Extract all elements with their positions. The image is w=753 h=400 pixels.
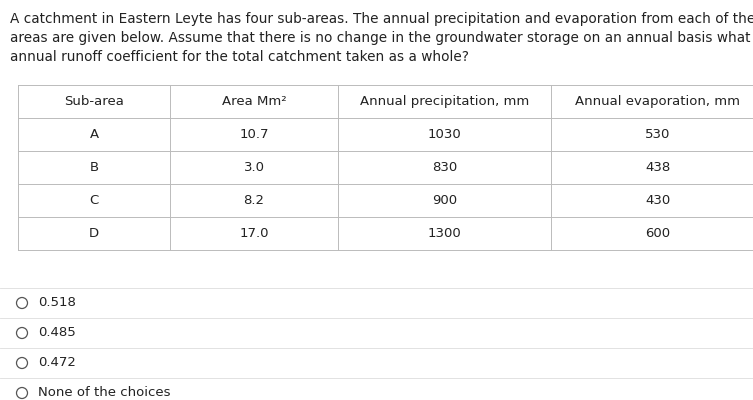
Text: 10.7: 10.7 bbox=[239, 128, 269, 141]
Text: D: D bbox=[89, 227, 99, 240]
Text: areas are given below. Assume that there is no change in the groundwater storage: areas are given below. Assume that there… bbox=[10, 31, 753, 45]
Text: Annual precipitation, mm: Annual precipitation, mm bbox=[360, 95, 529, 108]
Text: 430: 430 bbox=[645, 194, 670, 207]
Text: 530: 530 bbox=[645, 128, 670, 141]
Text: A catchment in Eastern Leyte has four sub-areas. The annual precipitation and ev: A catchment in Eastern Leyte has four su… bbox=[10, 12, 753, 26]
Text: A: A bbox=[90, 128, 99, 141]
Text: B: B bbox=[90, 161, 99, 174]
Text: 900: 900 bbox=[432, 194, 457, 207]
Text: annual runoff coefficient for the total catchment taken as a whole?: annual runoff coefficient for the total … bbox=[10, 50, 469, 64]
Text: 830: 830 bbox=[432, 161, 457, 174]
Ellipse shape bbox=[17, 298, 28, 308]
Text: 1030: 1030 bbox=[428, 128, 462, 141]
Text: 0.472: 0.472 bbox=[38, 356, 76, 370]
Ellipse shape bbox=[17, 388, 28, 398]
Text: C: C bbox=[90, 194, 99, 207]
Text: 0.485: 0.485 bbox=[38, 326, 76, 340]
Text: 17.0: 17.0 bbox=[239, 227, 269, 240]
Text: Sub-area: Sub-area bbox=[64, 95, 124, 108]
Ellipse shape bbox=[17, 358, 28, 368]
Text: 600: 600 bbox=[645, 227, 670, 240]
Ellipse shape bbox=[17, 328, 28, 338]
Text: 3.0: 3.0 bbox=[243, 161, 264, 174]
Text: 438: 438 bbox=[645, 161, 670, 174]
Text: None of the choices: None of the choices bbox=[38, 386, 170, 400]
Text: 8.2: 8.2 bbox=[243, 194, 264, 207]
Text: Annual evaporation, mm: Annual evaporation, mm bbox=[575, 95, 740, 108]
Text: 1300: 1300 bbox=[428, 227, 462, 240]
Text: Area Mm²: Area Mm² bbox=[221, 95, 286, 108]
Text: 0.518: 0.518 bbox=[38, 296, 76, 310]
